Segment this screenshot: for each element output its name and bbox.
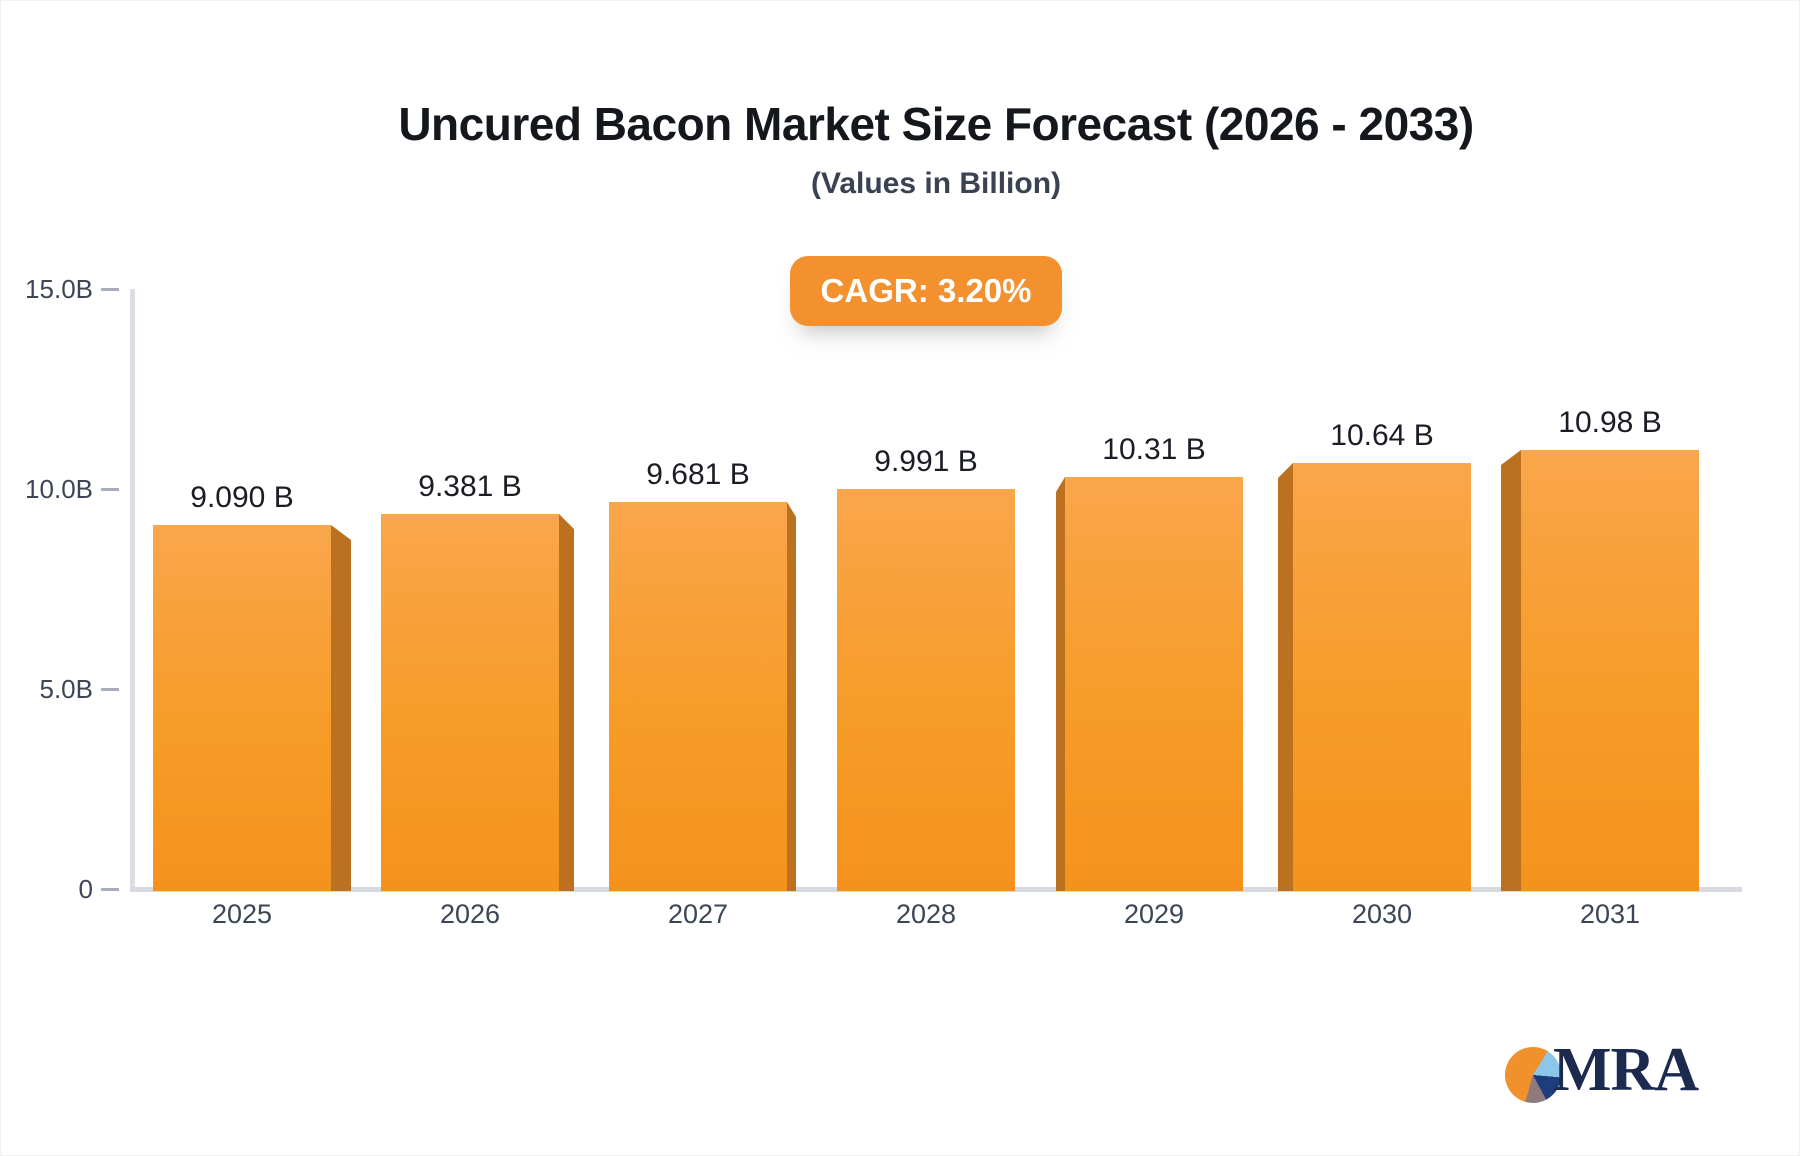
chart-title: Uncured Bacon Market Size Forecast (2026… (398, 98, 1474, 150)
bar-2026 (381, 514, 559, 891)
bar-value-label: 10.98 B (1558, 406, 1662, 439)
bar-2028 (837, 489, 1015, 891)
bar-value-label: 10.64 B (1330, 419, 1434, 452)
y-axis-tick-label: 15.0B (25, 274, 93, 304)
x-axis-label-2031: 2031 (1579, 899, 1641, 929)
bar-2030 (1293, 463, 1471, 891)
x-axis-label-2028: 2028 (895, 899, 957, 929)
bar-value-label: 10.31 B (1102, 433, 1206, 466)
bar-2029 (1065, 477, 1243, 891)
bar-side-face-2025 (331, 525, 351, 891)
bar-side-face-2029 (1056, 477, 1065, 891)
x-axis-label-2030: 2030 (1351, 899, 1413, 929)
y-axis-tick-label: 0 (78, 874, 93, 904)
y-axis-tick (101, 288, 119, 291)
y-axis-tick (101, 888, 119, 891)
x-axis-label-2027: 2027 (667, 899, 729, 929)
bar-2027 (609, 502, 787, 891)
y-axis-tick (101, 688, 119, 691)
bar-side-face-2026 (559, 514, 574, 891)
x-axis-label-2026: 2026 (439, 899, 501, 929)
bar-side-face-2031 (1501, 450, 1521, 891)
y-axis-tick (101, 488, 119, 491)
chart-subtitle: (Values in Billion) (810, 167, 1062, 200)
x-axis-label-2025: 2025 (211, 899, 273, 929)
bar-value-label: 9.991 B (874, 445, 978, 478)
y-axis-tick-label: 10.0B (25, 474, 93, 504)
cagr-badge: CAGR: 3.20% (790, 256, 1062, 326)
bar-side-face-2027 (787, 502, 796, 891)
pie-chart-logo-icon (1505, 1046, 1561, 1103)
brand-logo-text: MRA (1553, 1036, 1699, 1104)
bar-value-label: 9.381 B (418, 470, 522, 503)
bar-value-label: 9.090 B (190, 481, 294, 514)
bar-value-label: 9.681 B (646, 458, 750, 491)
y-axis-tick-label: 5.0B (39, 674, 94, 704)
y-axis-line (130, 289, 135, 891)
bar-2031 (1521, 450, 1699, 891)
bar-2025 (153, 525, 331, 891)
bar-side-face-2030 (1278, 463, 1293, 891)
brand-logo: MRA (1505, 1035, 1699, 1106)
x-axis-label-2029: 2029 (1123, 899, 1185, 929)
